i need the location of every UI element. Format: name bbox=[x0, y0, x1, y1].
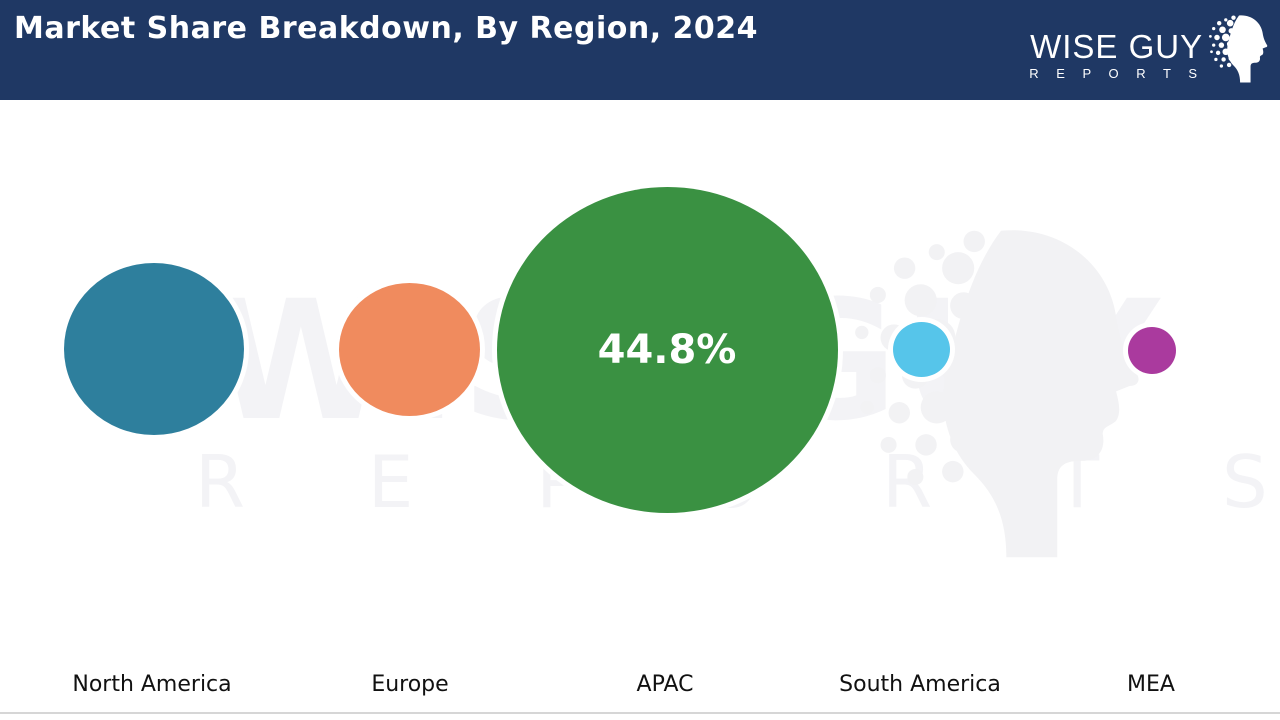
bubble-mea bbox=[1128, 326, 1176, 374]
bottom-divider bbox=[0, 712, 1280, 714]
bubble-apac: 44.8% bbox=[496, 187, 838, 513]
chart-area: WISE GUY R E P O R T S 44.8% North Ameri… bbox=[0, 100, 1280, 713]
category-label-apac: APAC bbox=[636, 672, 694, 697]
bubble-south-america bbox=[892, 321, 950, 377]
header-bar: Market Share Breakdown, By Region, 2024 … bbox=[0, 0, 1280, 100]
category-label-europe: Europe bbox=[371, 672, 449, 697]
logo-text: WISE GUY R E P O R T S bbox=[1029, 29, 1204, 83]
watermark-head-icon bbox=[855, 230, 1139, 558]
header-logo: WISE GUY R E P O R T S bbox=[1029, 6, 1272, 92]
logo-subtitle: R E P O R T S bbox=[1029, 66, 1204, 81]
page-title: Market Share Breakdown, By Region, 2024 bbox=[14, 11, 759, 46]
logo-wordmark: WISE GUY bbox=[1030, 28, 1204, 65]
category-label-north-america: North America bbox=[72, 672, 232, 697]
category-label-south-america: South America bbox=[839, 672, 1001, 697]
bubble-value-label-apac: 44.8% bbox=[597, 327, 737, 373]
bubble-europe bbox=[338, 282, 480, 416]
category-label-mea: MEA bbox=[1127, 672, 1175, 697]
head-icon bbox=[1209, 15, 1268, 83]
bubble-north-america bbox=[64, 263, 244, 435]
